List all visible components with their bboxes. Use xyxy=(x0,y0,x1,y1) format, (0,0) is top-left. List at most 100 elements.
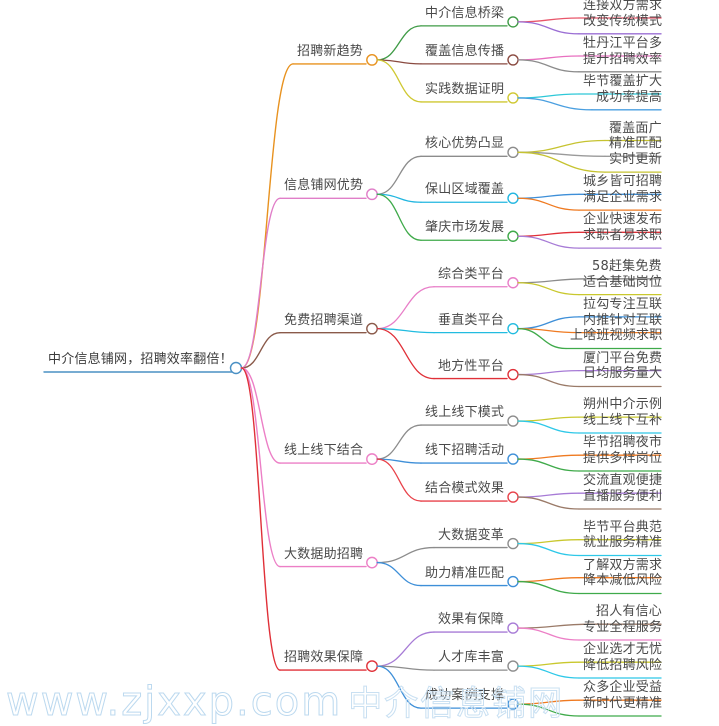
branch-node-1[interactable]: 招聘新趋势 xyxy=(295,44,365,60)
leaf-node-4-3-1[interactable]: 交流直观便捷 xyxy=(581,473,664,489)
branch-node-3[interactable]: 免费招聘渠道 xyxy=(282,313,365,329)
subbranch-node-6-2[interactable]: 人才库丰富 xyxy=(436,650,506,666)
subbranch-node-1-3[interactable]: 实践数据证明 xyxy=(423,82,506,98)
leaf-node-6-2-2-label: 降低招聘风险 xyxy=(583,657,663,673)
leaf-node-6-1-2-label: 专业全程服务 xyxy=(583,619,663,635)
subbranch-node-5-1-label: 大数据变革 xyxy=(438,527,505,543)
leaf-node-4-3-2[interactable]: 直播服务便利 xyxy=(581,489,664,505)
leaf-node-1-2-1[interactable]: 牡丹江平台多 xyxy=(581,36,664,52)
subbranch-node-2-2[interactable]: 保山区域覆盖 xyxy=(423,182,506,198)
branch-node-1-label: 招聘新趋势 xyxy=(297,43,364,59)
leaf-node-1-1-2-label: 改变传统模式 xyxy=(583,13,663,29)
leaf-node-3-3-2[interactable]: 日均服务量大 xyxy=(581,366,664,382)
leaf-node-2-3-2[interactable]: 求职者易求职 xyxy=(581,228,664,244)
subbranch-node-3-1[interactable]: 综合类平台 xyxy=(436,267,506,283)
leaf-node-1-3-1[interactable]: 毕节覆盖扩大 xyxy=(581,74,664,90)
branch-node-2[interactable]: 信息铺网优势 xyxy=(282,178,365,194)
leaf-node-6-1-2[interactable]: 专业全程服务 xyxy=(581,620,664,636)
branch-node-6[interactable]: 招聘效果保障 xyxy=(282,650,365,666)
leaf-node-4-1-2[interactable]: 线上线下互补 xyxy=(581,413,664,429)
subbranch-node-4-2[interactable]: 线下招聘活动 xyxy=(423,443,506,459)
leaf-node-4-2-1[interactable]: 毕节招聘夜市 xyxy=(581,435,664,451)
leaf-node-2-1-2[interactable]: 精准匹配 xyxy=(607,136,664,152)
leaf-node-2-1-3-label: 实时更新 xyxy=(609,152,662,168)
leaf-node-1-1-1[interactable]: 连接双方需求 xyxy=(581,0,664,14)
subbranch-node-6-2-label: 人才库丰富 xyxy=(438,650,505,666)
subbranch-node-4-2-label: 线下招聘活动 xyxy=(425,443,505,459)
leaf-node-1-3-1-label: 毕节覆盖扩大 xyxy=(583,74,663,89)
subbranch-node-1-1-label: 中介信息桥梁 xyxy=(425,5,505,21)
leaf-node-3-1-1-label: 58赶集免费 xyxy=(592,258,662,274)
leaf-node-5-2-2-label: 降本减低风险 xyxy=(583,573,663,589)
leaf-node-1-3-2[interactable]: 成功率提高 xyxy=(594,90,664,106)
leaf-node-2-2-1[interactable]: 城乡皆可招聘 xyxy=(581,174,664,190)
subbranch-node-6-1[interactable]: 效果有保障 xyxy=(436,612,506,628)
leaf-node-5-1-1-label: 毕节平台典范 xyxy=(583,519,663,535)
subbranch-node-2-3[interactable]: 肇庆市场发展 xyxy=(423,220,506,236)
leaf-node-5-2-2[interactable]: 降本减低风险 xyxy=(581,573,664,589)
root-node[interactable]: 中介信息铺网，招聘效率翻倍！ xyxy=(46,352,235,368)
leaf-node-1-1-2[interactable]: 改变传统模式 xyxy=(581,14,664,30)
leaf-node-5-1-1[interactable]: 毕节平台典范 xyxy=(581,520,664,536)
leaf-node-5-2-1[interactable]: 了解双方需求 xyxy=(581,558,664,574)
leaf-node-2-3-1-label: 企业快速发布 xyxy=(583,212,663,228)
subbranch-node-4-3-label: 结合模式效果 xyxy=(425,481,505,497)
subbranch-node-2-3-label: 肇庆市场发展 xyxy=(425,220,505,236)
leaf-node-3-2-3[interactable]: 上啥班视频求职 xyxy=(568,328,664,344)
leaf-node-1-2-2[interactable]: 提升招聘效率 xyxy=(581,52,664,68)
subbranch-node-2-1[interactable]: 核心优势凸显 xyxy=(423,136,506,152)
branch-node-5[interactable]: 大数据助招聘 xyxy=(282,547,365,563)
subbranch-node-6-3[interactable]: 成功案例支撑 xyxy=(423,688,506,704)
subbranch-node-2-2-label: 保山区域覆盖 xyxy=(425,182,505,198)
leaf-node-2-2-1-label: 城乡皆可招聘 xyxy=(583,174,663,190)
leaf-node-3-2-2[interactable]: 内推针对互联 xyxy=(581,313,664,329)
subbranch-node-3-3[interactable]: 地方性平台 xyxy=(436,359,506,375)
leaf-node-6-3-2-label: 新时代更精准 xyxy=(583,696,663,711)
leaf-node-2-3-1[interactable]: 企业快速发布 xyxy=(581,212,664,228)
leaf-node-2-2-2[interactable]: 满足企业需求 xyxy=(581,190,664,206)
leaf-node-3-1-2-label: 适合基础岗位 xyxy=(583,274,663,290)
subbranch-node-1-2[interactable]: 覆盖信息传播 xyxy=(423,44,506,60)
leaf-node-6-2-2[interactable]: 降低招聘风险 xyxy=(581,658,664,674)
subbranch-node-4-1[interactable]: 线上线下模式 xyxy=(423,405,506,421)
leaf-node-2-1-1[interactable]: 覆盖面广 xyxy=(607,121,664,137)
leaf-node-3-1-2[interactable]: 适合基础岗位 xyxy=(581,275,664,291)
leaf-node-3-3-1[interactable]: 厦门平台免费 xyxy=(581,351,664,367)
leaf-node-1-1-1-label: 连接双方需求 xyxy=(583,0,663,13)
leaf-node-6-3-2[interactable]: 新时代更精准 xyxy=(581,696,664,712)
leaf-node-2-2-2-label: 满足企业需求 xyxy=(583,190,663,206)
branch-node-4[interactable]: 线上线下结合 xyxy=(282,443,365,459)
leaf-node-3-2-1-label: 拉勾专注互联 xyxy=(583,296,663,312)
subbranch-node-4-1-label: 线上线下模式 xyxy=(425,405,505,421)
leaf-node-6-3-1-label: 众多企业受益 xyxy=(583,680,663,696)
leaf-node-3-2-1[interactable]: 拉勾专注互联 xyxy=(581,297,664,313)
leaf-node-3-1-1[interactable]: 58赶集免费 xyxy=(590,259,664,275)
subbranch-node-5-1[interactable]: 大数据变革 xyxy=(436,528,506,544)
leaf-node-2-1-3[interactable]: 实时更新 xyxy=(607,152,664,168)
branch-node-2-label: 信息铺网优势 xyxy=(284,178,364,194)
subbranch-node-1-3-label: 实践数据证明 xyxy=(425,81,505,97)
leaf-node-2-3-2-label: 求职者易求职 xyxy=(583,228,663,244)
leaf-node-3-2-3-label: 上啥班视频求职 xyxy=(570,328,663,344)
branch-node-5-label: 大数据助招聘 xyxy=(284,546,364,562)
leaf-node-3-2-2-label: 内推针对互联 xyxy=(583,312,663,328)
leaf-node-4-2-2[interactable]: 提供多样岗位 xyxy=(581,451,664,467)
leaf-node-6-3-1[interactable]: 众多企业受益 xyxy=(581,680,664,696)
subbranch-node-4-3[interactable]: 结合模式效果 xyxy=(423,481,506,497)
leaf-node-4-1-1[interactable]: 朔州中介示例 xyxy=(581,397,664,413)
leaf-node-6-1-1[interactable]: 招人有信心 xyxy=(594,604,664,620)
subbranch-node-3-3-label: 地方性平台 xyxy=(438,358,505,374)
leaf-node-1-2-2-label: 提升招聘效率 xyxy=(583,51,663,67)
leaf-node-5-1-2[interactable]: 就业服务精准 xyxy=(581,535,664,551)
subbranch-node-3-2[interactable]: 垂直类平台 xyxy=(436,313,506,329)
subbranch-node-2-1-label: 核心优势凸显 xyxy=(425,136,505,152)
subbranch-node-5-2[interactable]: 助力精准匹配 xyxy=(423,566,506,582)
subbranch-node-1-1[interactable]: 中介信息桥梁 xyxy=(423,6,506,22)
leaf-node-3-3-1-label: 厦门平台免费 xyxy=(583,350,663,366)
subbranch-node-3-2-label: 垂直类平台 xyxy=(438,312,505,328)
subbranch-node-5-2-label: 助力精准匹配 xyxy=(425,565,505,581)
leaf-node-6-2-1[interactable]: 企业选才无忧 xyxy=(581,642,664,658)
leaf-node-4-2-1-label: 毕节招聘夜市 xyxy=(583,435,663,451)
branch-node-4-label: 线上线下结合 xyxy=(284,443,364,459)
